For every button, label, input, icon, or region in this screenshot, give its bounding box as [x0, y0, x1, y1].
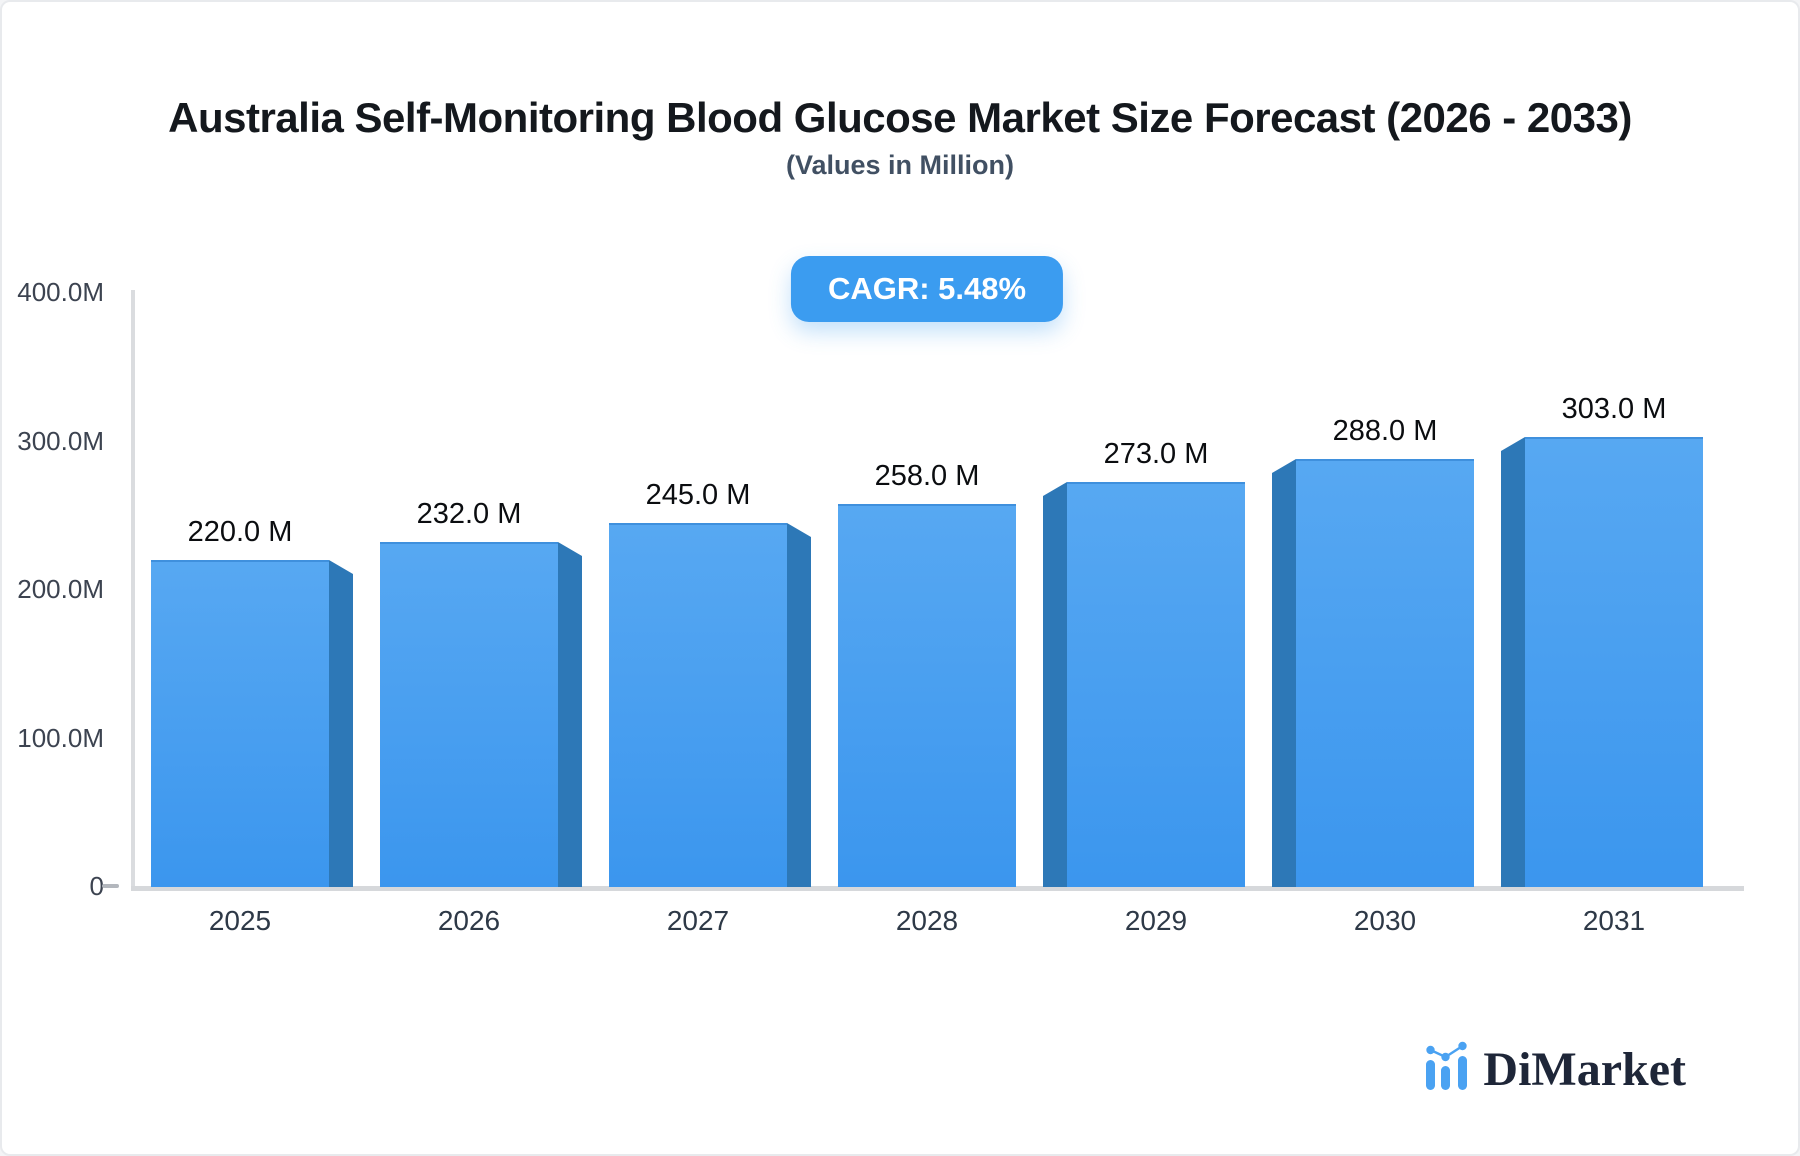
cagr-badge: CAGR: 5.48% [790, 256, 1064, 322]
chart-title: Australia Self-Monitoring Blood Glucose … [168, 94, 1632, 141]
y-axis-tick-label: 400.0M [17, 277, 104, 307]
bar [838, 504, 1016, 887]
zero-tick-mark [102, 884, 119, 888]
y-axis-tick-label: 300.0M [17, 425, 104, 456]
x-axis-category-label: 2026 [437, 905, 501, 936]
bar [380, 542, 558, 887]
x-axis-category-label: 2029 [1124, 905, 1188, 936]
brand-logo: DiMarket [1425, 1040, 1686, 1094]
bar-chart-with-trend-dots-icon [1426, 1041, 1468, 1090]
bar-value-label: 245.0 M [645, 479, 751, 511]
y-axis-tick-label: 100.0M [17, 722, 104, 753]
x-axis-baseline [131, 886, 1744, 891]
bar-value-label: 232.0 M [416, 498, 522, 530]
x-axis-category-label: 2025 [208, 905, 272, 936]
bar [151, 560, 329, 887]
y-axis-line [131, 290, 135, 891]
bar-3d-side [787, 523, 811, 887]
x-axis-category-label: 2027 [666, 905, 730, 936]
bar-3d-side [1501, 437, 1525, 887]
bar [1296, 459, 1474, 887]
bar-value-label: 273.0 M [1103, 438, 1209, 470]
bar [1525, 437, 1703, 887]
bar [1067, 482, 1245, 887]
brand-name: DiMarket [1483, 1043, 1686, 1096]
bar-3d-side [1043, 482, 1067, 887]
bar [609, 523, 787, 887]
x-axis-category-label: 2030 [1353, 905, 1417, 936]
x-axis-category-label: 2028 [895, 905, 959, 936]
bar-value-label: 303.0 M [1561, 393, 1667, 425]
bar-3d-side [558, 542, 582, 887]
y-axis-tick-label: 200.0M [17, 574, 104, 604]
bar-value-label: 288.0 M [1332, 415, 1438, 447]
bar-value-label: 220.0 M [187, 516, 293, 548]
bar-3d-side [1272, 459, 1296, 887]
chart-subtitle: (Values in Million) [785, 150, 1015, 180]
bar-value-label: 258.0 M [874, 460, 980, 492]
bar-3d-side [329, 560, 353, 887]
y-axis-tick-label: 0 [89, 871, 104, 901]
x-axis-category-label: 2031 [1582, 905, 1646, 936]
